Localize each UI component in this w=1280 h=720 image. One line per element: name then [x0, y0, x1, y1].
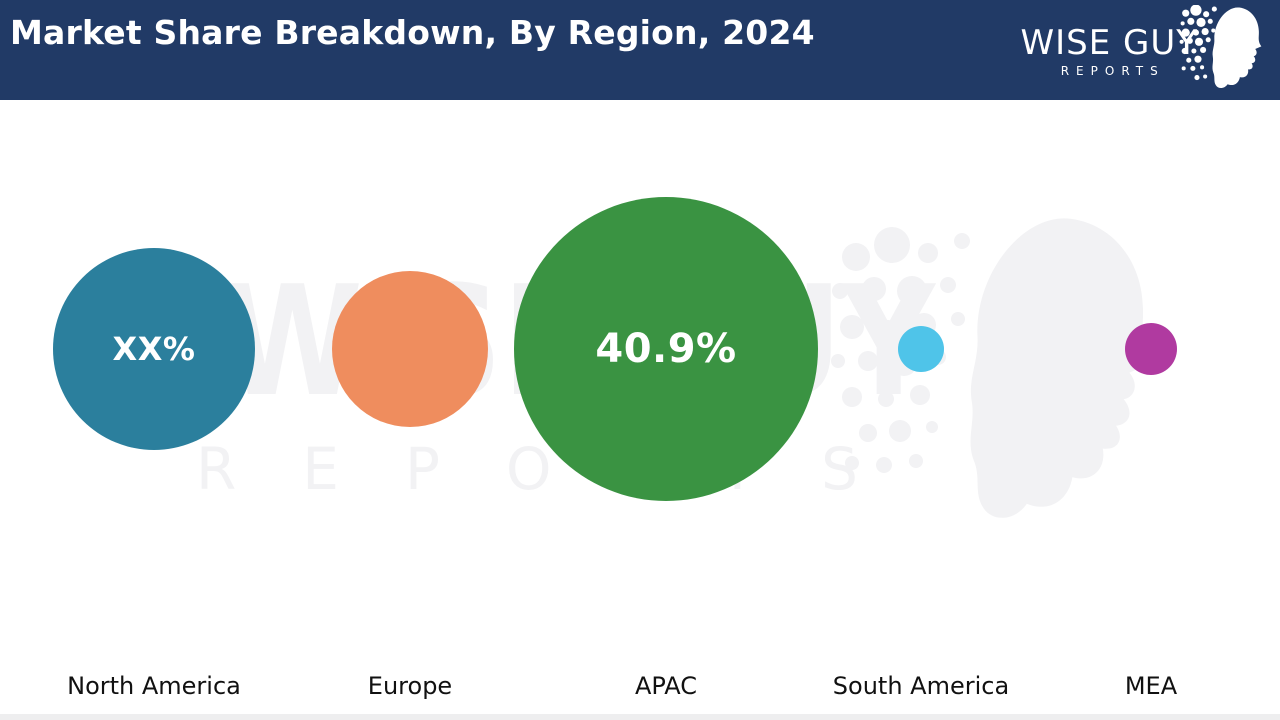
category-label-south-america: South America	[832, 672, 1010, 700]
header: Market Share Breakdown, By Region, 2024 …	[0, 0, 1280, 100]
bubble-chart: WISE GUY REPORTS XX%40.9% North AmericaE…	[0, 100, 1280, 720]
bubble-north-america: XX%	[53, 248, 255, 450]
category-label-mea: MEA	[1124, 672, 1178, 700]
watermark-face-icon	[831, 218, 1153, 518]
bubble-south-america	[898, 326, 944, 372]
wise-guy-logo: WISE GUY REPORTS	[1020, 5, 1266, 97]
category-label-apac: APAC	[634, 672, 698, 700]
bubble-value-north-america: XX%	[112, 330, 196, 368]
logo-name: WISE GUY	[1020, 22, 1198, 63]
page-title: Market Share Breakdown, By Region, 2024	[10, 13, 815, 52]
bottom-bar	[0, 714, 1280, 720]
bubble-apac: 40.9%	[514, 197, 818, 501]
logo-face-icon	[1179, 5, 1262, 89]
category-label-north-america: North America	[67, 672, 241, 700]
bubble-europe	[332, 271, 488, 427]
logo-subtitle: REPORTS	[1060, 64, 1165, 79]
category-label-europe: Europe	[367, 672, 453, 700]
bubble-mea	[1125, 323, 1177, 375]
bubble-value-apac: 40.9%	[595, 326, 737, 372]
logo-wordmark: WISE GUY REPORTS	[1020, 22, 1198, 79]
